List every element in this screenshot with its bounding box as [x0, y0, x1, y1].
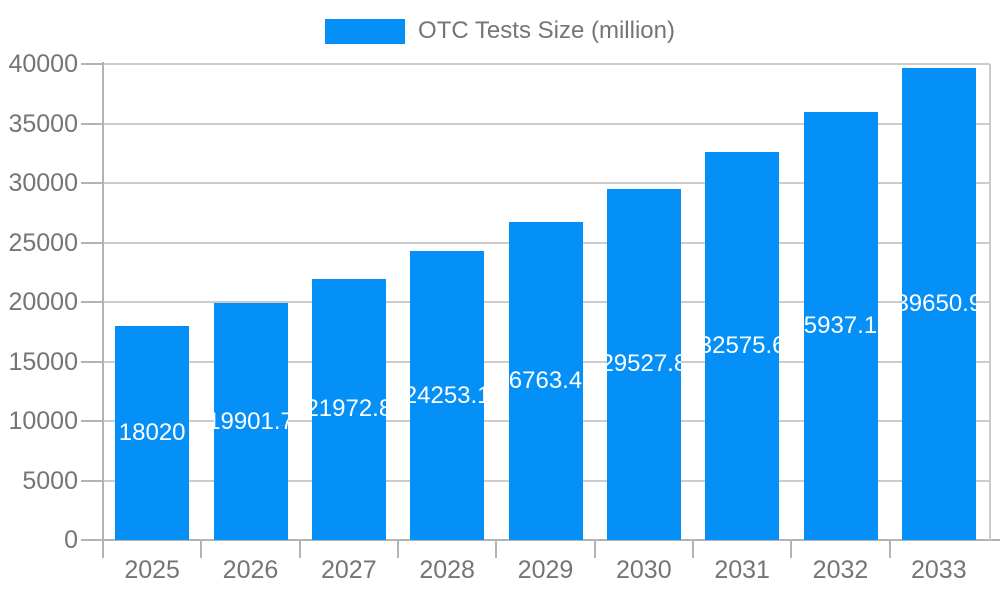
bar-value-label: 19901.7 — [213, 407, 288, 435]
x-axis-tick — [495, 540, 498, 558]
legend-label: OTC Tests Size (million) — [418, 17, 675, 44]
bar-2033[interactable]: 39650.9 — [901, 68, 976, 540]
bar-2032[interactable]: 35937.18 — [803, 112, 878, 540]
x-axis-tick — [200, 540, 203, 558]
legend-swatch — [325, 18, 406, 44]
x-axis-tick — [790, 540, 793, 558]
plot-right-border — [989, 64, 991, 540]
bar-value-label: 26763.43 — [508, 366, 583, 394]
bar-value-label: 29527.8 — [606, 350, 681, 378]
y-axis-line — [102, 62, 104, 558]
y-axis-tick-label: 30000 — [8, 169, 78, 197]
bar-2028[interactable]: 24253.1 — [410, 251, 485, 540]
y-axis-tick-label: 20000 — [8, 288, 78, 316]
y-axis-tick-label: 40000 — [8, 50, 78, 78]
bar-2029[interactable]: 26763.43 — [508, 221, 583, 540]
x-axis-tick-label: 2033 — [911, 556, 967, 584]
bar-value-label: 35937.18 — [803, 312, 878, 340]
x-axis-tick-label: 2031 — [714, 556, 770, 584]
bar-value-label: 18020 — [118, 418, 186, 446]
bar-2031[interactable]: 32575.6 — [705, 152, 780, 540]
x-axis-tick-label: 2026 — [222, 556, 279, 584]
y-axis-tick — [81, 63, 103, 65]
y-axis-tick — [81, 301, 103, 303]
bar-2025[interactable]: 18020 — [115, 325, 190, 540]
bar-value-label: 24253.1 — [410, 381, 485, 409]
y-axis-tick-label: 0 — [64, 526, 78, 554]
y-axis-tick-label: 35000 — [8, 109, 78, 138]
x-axis-tick-label: 2028 — [419, 556, 475, 584]
y-axis-tick-label: 10000 — [8, 407, 78, 435]
x-axis-tick — [593, 540, 596, 558]
y-axis-tick-label: 5000 — [22, 466, 78, 495]
legend[interactable]: OTC Tests Size (million) — [0, 17, 1000, 45]
y-axis-tick — [81, 420, 103, 422]
x-axis-tick — [692, 540, 694, 558]
x-axis-tick-label: 2032 — [812, 556, 869, 584]
gridline — [103, 63, 990, 65]
y-axis-tick-label: 15000 — [8, 347, 78, 376]
bar-2027[interactable]: 21972.8 — [311, 278, 386, 540]
y-axis-tick — [81, 122, 103, 125]
gridline — [103, 539, 1000, 541]
x-axis-tick — [298, 540, 301, 558]
y-axis-tick — [81, 539, 103, 541]
bar-value-label: 32575.6 — [705, 332, 780, 360]
bar-2026[interactable]: 19901.7 — [213, 303, 288, 540]
y-axis-tick — [81, 241, 103, 244]
x-axis-tick — [397, 540, 399, 558]
x-axis-tick-label: 2030 — [616, 556, 672, 584]
y-axis-tick-label: 25000 — [8, 228, 78, 257]
gridline — [103, 182, 990, 184]
x-axis-tick — [888, 540, 891, 558]
x-axis-tick-label: 2029 — [517, 556, 574, 584]
x-axis-tick — [102, 540, 104, 558]
bar-2030[interactable]: 29527.8 — [606, 188, 681, 540]
y-axis-tick — [81, 360, 103, 363]
x-axis-tick-label: 2027 — [321, 556, 377, 584]
bar-value-label: 21972.8 — [311, 395, 386, 423]
y-axis-tick — [81, 479, 103, 482]
y-axis-tick — [81, 182, 103, 184]
x-axis-tick-label: 2025 — [124, 556, 180, 584]
gridline — [103, 122, 990, 125]
bar-value-label: 39650.9 — [901, 290, 976, 318]
